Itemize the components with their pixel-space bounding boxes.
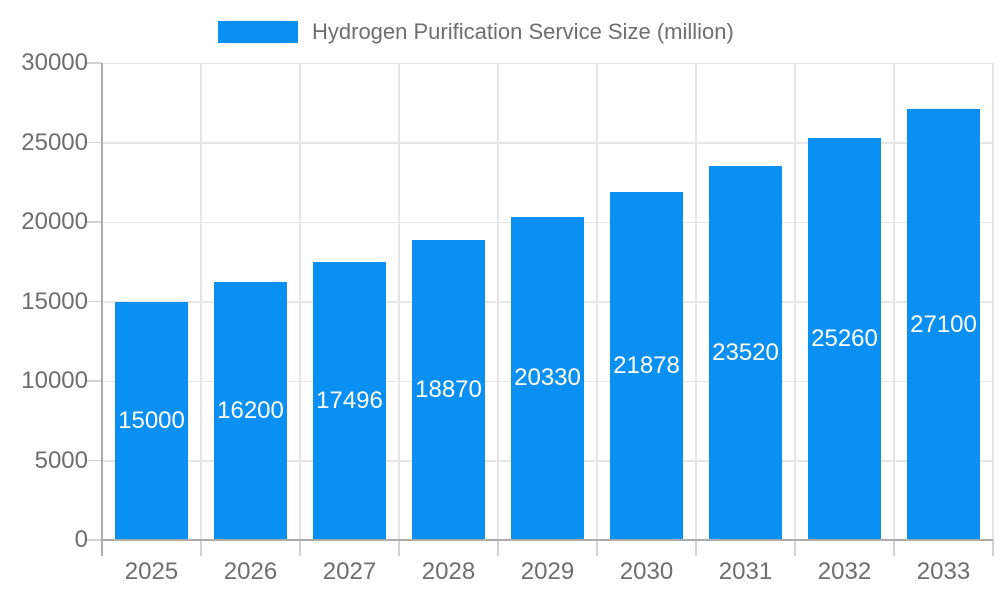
y-tick xyxy=(87,141,102,144)
y-tick-label: 10000 xyxy=(21,367,88,394)
x-tick-label: 2031 xyxy=(718,558,773,585)
y-tick-label: 5000 xyxy=(34,446,88,474)
y-tick-label: 25000 xyxy=(21,128,88,156)
v-gridline xyxy=(200,63,202,540)
h-gridline xyxy=(102,62,993,64)
x-tick-label: 2026 xyxy=(223,558,278,585)
x-tick-label: 2025 xyxy=(124,558,179,585)
y-tick-label: 20000 xyxy=(21,208,88,235)
v-gridline xyxy=(596,63,598,540)
v-gridline xyxy=(695,63,697,540)
bar-value-label: 25260 xyxy=(811,325,878,353)
x-tick xyxy=(596,540,598,556)
x-tick xyxy=(992,540,994,556)
x-tick xyxy=(398,540,400,556)
bar[interactable]: 27100 xyxy=(907,109,980,540)
y-tick-label: 15000 xyxy=(21,287,88,315)
v-gridline xyxy=(893,63,895,540)
legend-swatch[interactable] xyxy=(218,21,298,43)
x-tick xyxy=(497,540,499,556)
bar[interactable]: 15000 xyxy=(115,301,188,540)
x-tick xyxy=(893,540,895,556)
bar-value-label: 21878 xyxy=(613,352,680,380)
bar[interactable]: 23520 xyxy=(709,166,782,540)
y-tick xyxy=(87,221,102,223)
y-tick-label: 0 xyxy=(74,526,88,553)
bar-value-label: 18870 xyxy=(415,375,482,403)
h-gridline xyxy=(102,142,993,144)
bar-value-label: 27100 xyxy=(910,310,977,338)
v-gridline xyxy=(794,63,796,540)
x-tick xyxy=(299,540,301,556)
y-tick-label: 30000 xyxy=(21,49,88,76)
x-tick xyxy=(794,540,796,556)
y-tick xyxy=(87,459,102,462)
v-gridline xyxy=(299,63,301,540)
bar-value-label: 16200 xyxy=(217,397,284,425)
y-tick xyxy=(87,62,102,64)
x-axis-baseline xyxy=(102,539,993,541)
x-tick-label: 2027 xyxy=(322,558,377,585)
bar-value-label: 20330 xyxy=(514,364,581,392)
bar[interactable]: 20330 xyxy=(511,216,584,540)
y-tick xyxy=(87,539,102,541)
legend[interactable]: Hydrogen Purification Service Size (mill… xyxy=(218,19,734,44)
y-axis-line xyxy=(101,63,103,556)
x-tick xyxy=(200,540,202,556)
y-tick xyxy=(87,380,102,382)
bar-value-label: 15000 xyxy=(118,406,185,434)
x-tick xyxy=(695,540,697,556)
x-tick-label: 2033 xyxy=(916,558,971,585)
bar[interactable]: 18870 xyxy=(412,239,485,540)
bar[interactable]: 21878 xyxy=(610,192,683,540)
bar[interactable]: 25260 xyxy=(808,138,881,540)
bar[interactable]: 16200 xyxy=(214,282,287,540)
x-tick-label: 2030 xyxy=(619,558,674,585)
v-gridline xyxy=(398,63,400,540)
bar[interactable]: 17496 xyxy=(313,261,386,540)
x-tick-label: 2028 xyxy=(421,558,476,585)
x-tick-label: 2032 xyxy=(817,558,872,585)
legend-label[interactable]: Hydrogen Purification Service Size (mill… xyxy=(312,19,734,44)
bar-value-label: 17496 xyxy=(316,386,383,414)
v-gridline xyxy=(992,63,994,540)
v-gridline xyxy=(497,63,499,540)
bar-value-label: 23520 xyxy=(712,339,779,366)
x-tick-label: 2029 xyxy=(520,558,575,585)
y-tick xyxy=(87,300,102,303)
